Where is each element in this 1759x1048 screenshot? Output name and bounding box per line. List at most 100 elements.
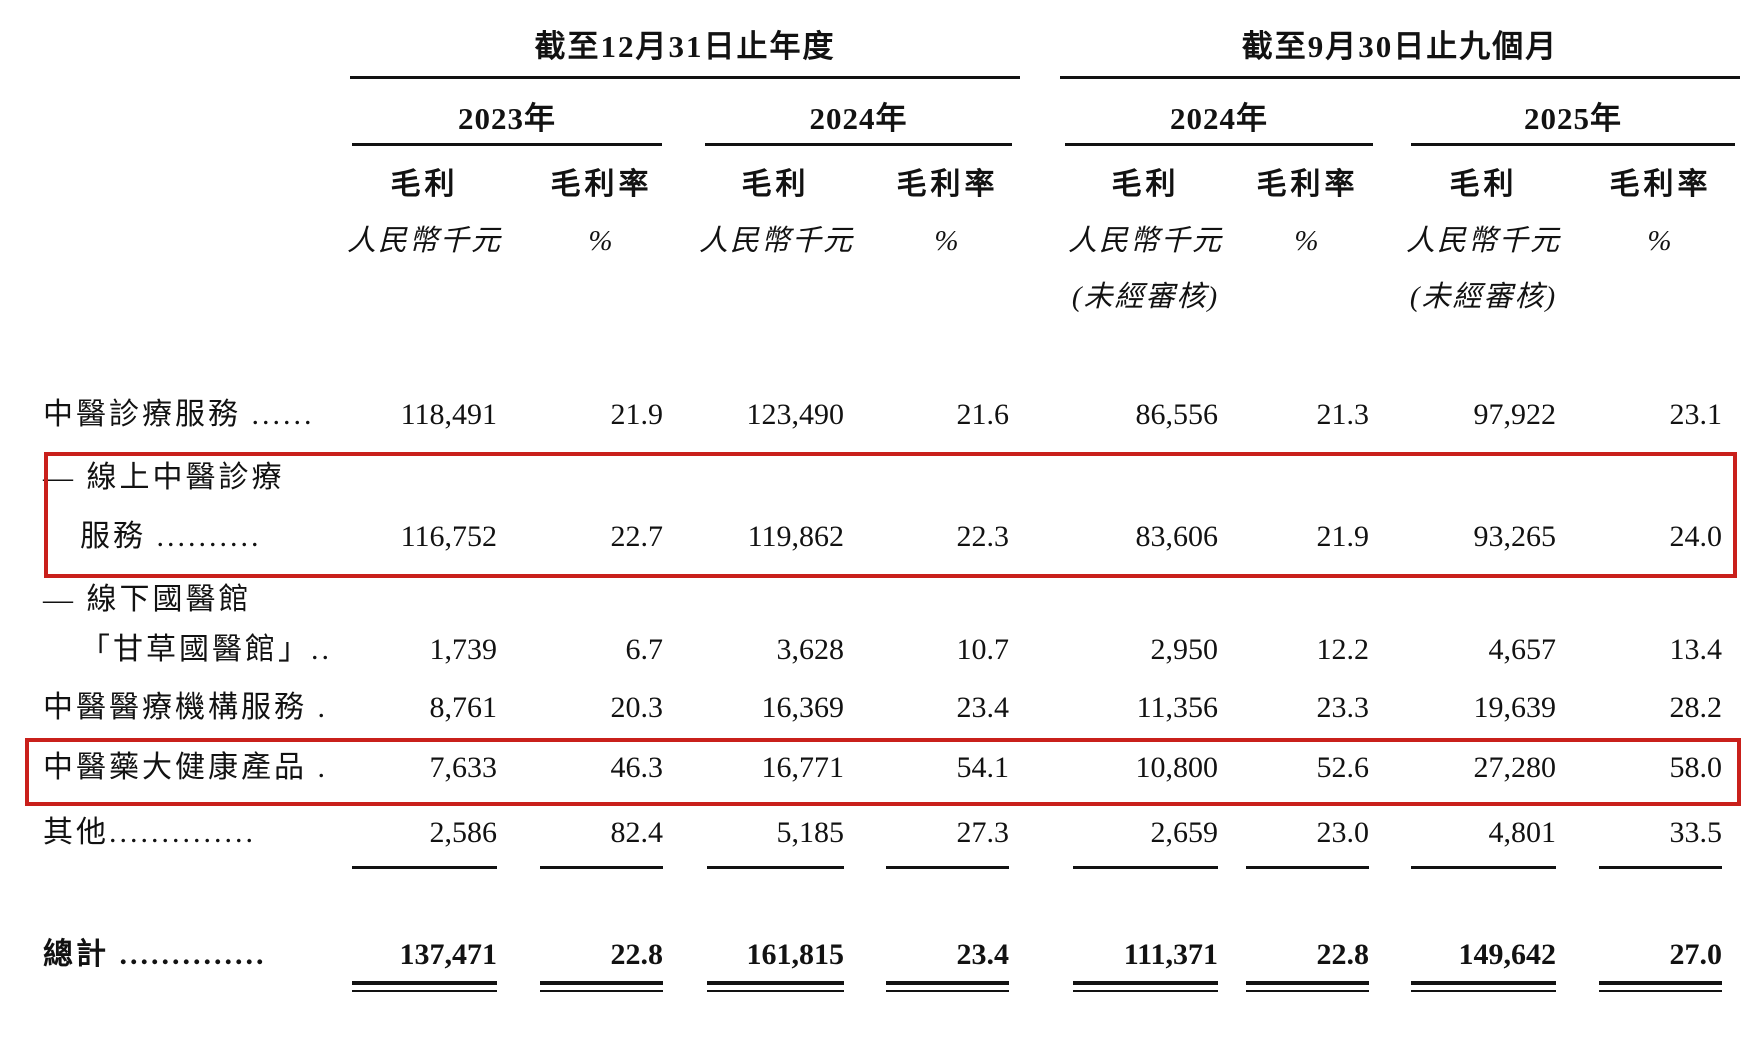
row-label: 中醫醫療機構服務 . bbox=[43, 691, 328, 724]
table-row: 中醫醫療機構服務 . 8,761 20.3 16,369 23.4 11,356… bbox=[0, 688, 1722, 728]
cell-value: 19,639 bbox=[1473, 691, 1557, 724]
col-header-gross-margin-4: 毛利率 bbox=[1609, 168, 1712, 201]
year-rule-2023 bbox=[352, 143, 662, 146]
cell-value: 23.1 bbox=[1669, 398, 1723, 431]
cell-value: 23.4 bbox=[956, 691, 1010, 724]
cell-value: 3,628 bbox=[776, 633, 845, 666]
cell-value: 54.1 bbox=[956, 751, 1010, 784]
total-value: 27.0 bbox=[1669, 938, 1723, 971]
column-rule bbox=[1073, 866, 1218, 869]
total-value: 22.8 bbox=[1316, 938, 1370, 971]
year-header-2025: 2025年 bbox=[1524, 101, 1622, 136]
row-label: 中醫診療服務 ...... bbox=[43, 398, 315, 431]
period-rule-fy bbox=[350, 76, 1020, 79]
total-rule-row bbox=[0, 981, 1722, 995]
col-header-gross-profit-4: 毛利 bbox=[1449, 168, 1518, 201]
total-value: 137,471 bbox=[399, 938, 498, 971]
column-rule bbox=[1599, 866, 1722, 869]
row-label-continued: 「甘草國醫館」.. bbox=[80, 633, 332, 666]
col-header-gross-margin-1: 毛利率 bbox=[550, 168, 653, 201]
cell-value: 21.9 bbox=[610, 398, 664, 431]
subtotal-rule-row bbox=[0, 866, 1722, 876]
total-double-rule bbox=[540, 981, 663, 992]
cell-value: 10,800 bbox=[1135, 751, 1219, 784]
row-label: — 線下國醫館 bbox=[43, 583, 252, 616]
cell-value: 28.2 bbox=[1669, 691, 1723, 724]
unaudited-note-9m-2025: (未經審核) bbox=[1409, 281, 1558, 313]
cell-value: 8,761 bbox=[429, 691, 498, 724]
cell-value: 97,922 bbox=[1473, 398, 1557, 431]
column-rule bbox=[707, 866, 844, 869]
cell-value: 83,606 bbox=[1135, 520, 1219, 553]
total-value: 149,642 bbox=[1458, 938, 1557, 971]
total-value: 22.8 bbox=[610, 938, 664, 971]
year-header-2023: 2023年 bbox=[458, 101, 556, 136]
cell-value: 5,185 bbox=[776, 816, 845, 849]
col-header-gross-profit-3: 毛利 bbox=[1111, 168, 1180, 201]
year-header-2024: 2024年 bbox=[809, 101, 908, 136]
cell-value: 21.3 bbox=[1316, 398, 1370, 431]
year-rule-2025 bbox=[1411, 143, 1735, 146]
highlight-box-online-tcm-row bbox=[44, 452, 1737, 578]
cell-value: 22.7 bbox=[610, 520, 664, 553]
cell-value: 4,657 bbox=[1488, 633, 1557, 666]
total-value: 161,815 bbox=[746, 938, 845, 971]
cell-value: 119,862 bbox=[747, 520, 844, 553]
total-double-rule bbox=[1599, 981, 1722, 992]
cell-value: 6.7 bbox=[625, 633, 664, 666]
unit-rmb-1: 人民幣千元 bbox=[346, 225, 502, 257]
row-label: 中醫藥大健康產品 . bbox=[43, 751, 328, 784]
cell-value: 27,280 bbox=[1473, 751, 1557, 784]
total-row: 總計 .............. 137,471 22.8 161,815 2… bbox=[0, 935, 1722, 975]
total-double-rule bbox=[886, 981, 1009, 992]
unit-pct-2: % bbox=[934, 225, 961, 257]
table-row: 「甘草國醫館」.. 1,739 6.7 3,628 10.7 2,950 12.… bbox=[0, 630, 1722, 670]
year-header-9m-2024: 2024年 bbox=[1170, 101, 1268, 136]
total-double-rule bbox=[1246, 981, 1369, 992]
row-label: 其他.............. bbox=[43, 816, 256, 849]
col-header-gross-margin-3: 毛利率 bbox=[1256, 168, 1359, 201]
unaudited-note-9m-2024: (未經審核) bbox=[1071, 281, 1220, 313]
total-value: 111,371 bbox=[1123, 938, 1218, 971]
cell-value: 27.3 bbox=[956, 816, 1010, 849]
row-label-continued: 服務 .......... bbox=[80, 520, 262, 553]
cell-value: 58.0 bbox=[1669, 751, 1723, 784]
column-rule bbox=[540, 866, 663, 869]
cell-value: 22.3 bbox=[956, 520, 1010, 553]
column-rule bbox=[886, 866, 1009, 869]
cell-value: 11,356 bbox=[1136, 691, 1218, 724]
cell-value: 23.0 bbox=[1316, 816, 1370, 849]
cell-value: 20.3 bbox=[610, 691, 664, 724]
cell-value: 16,771 bbox=[761, 751, 845, 784]
cell-value: 116,752 bbox=[400, 520, 497, 553]
cell-value: 123,490 bbox=[746, 398, 845, 431]
cell-value: 2,659 bbox=[1150, 816, 1219, 849]
table-row: — 線上中醫診療 bbox=[0, 458, 1722, 498]
col-header-gross-profit-1: 毛利 bbox=[390, 168, 459, 201]
cell-value: 93,265 bbox=[1473, 520, 1557, 553]
cell-value: 10.7 bbox=[956, 633, 1010, 666]
cell-value: 46.3 bbox=[610, 751, 664, 784]
period-header-9m: 截至9月30日止九個月 bbox=[1241, 29, 1559, 64]
cell-value: 2,586 bbox=[429, 816, 498, 849]
total-label: 總計 .............. bbox=[43, 938, 267, 971]
year-rule-2024 bbox=[705, 143, 1012, 146]
total-double-rule bbox=[352, 981, 497, 992]
cell-value: 23.3 bbox=[1316, 691, 1370, 724]
cell-value: 86,556 bbox=[1135, 398, 1219, 431]
table-row: — 線下國醫館 bbox=[0, 580, 1722, 620]
table-row: 中醫藥大健康產品 . 7,633 46.3 16,771 54.1 10,800… bbox=[0, 748, 1722, 788]
total-double-rule bbox=[1411, 981, 1556, 992]
cell-value: 16,369 bbox=[761, 691, 845, 724]
column-rule bbox=[352, 866, 497, 869]
col-header-gross-profit-2: 毛利 bbox=[741, 168, 810, 201]
col-header-gross-margin-2: 毛利率 bbox=[896, 168, 999, 201]
cell-value: 7,633 bbox=[429, 751, 498, 784]
period-header-fy: 截至12月31日止年度 bbox=[534, 29, 836, 64]
cell-value: 13.4 bbox=[1669, 633, 1723, 666]
unit-pct-1: % bbox=[588, 225, 615, 257]
cell-value: 24.0 bbox=[1669, 520, 1723, 553]
column-rule bbox=[1411, 866, 1556, 869]
table-row: 服務 .......... 116,752 22.7 119,862 22.3 … bbox=[0, 517, 1722, 557]
